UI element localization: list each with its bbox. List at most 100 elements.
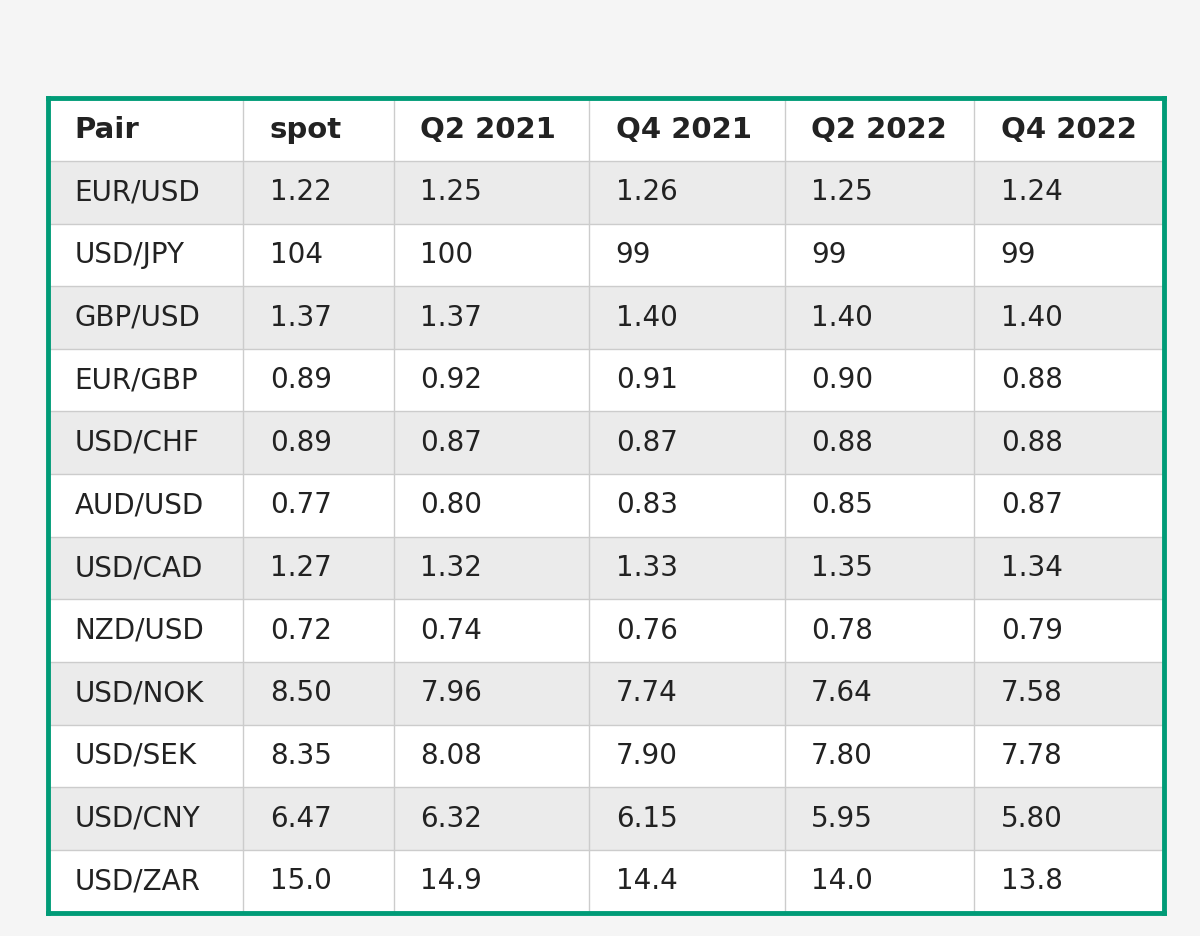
- Bar: [394, 662, 589, 724]
- Text: USD/SEK: USD/SEK: [74, 742, 197, 770]
- Text: 14.4: 14.4: [616, 868, 678, 895]
- Text: 7.96: 7.96: [420, 680, 482, 708]
- Bar: [785, 161, 974, 224]
- Text: USD/CAD: USD/CAD: [74, 554, 203, 582]
- Bar: [48, 161, 244, 224]
- Text: 1.25: 1.25: [420, 178, 482, 206]
- Bar: [974, 662, 1164, 724]
- Bar: [974, 161, 1164, 224]
- Bar: [589, 98, 785, 161]
- Bar: [394, 787, 589, 850]
- Text: 0.91: 0.91: [616, 366, 678, 394]
- Text: Q4 2022: Q4 2022: [1001, 116, 1136, 143]
- Bar: [974, 224, 1164, 286]
- Bar: [394, 850, 589, 913]
- Text: 6.32: 6.32: [420, 805, 482, 833]
- Bar: [244, 349, 394, 412]
- Bar: [244, 412, 394, 475]
- Text: EUR/GBP: EUR/GBP: [74, 366, 198, 394]
- Bar: [589, 412, 785, 475]
- Text: 1.40: 1.40: [811, 303, 872, 331]
- Bar: [589, 286, 785, 349]
- Bar: [785, 224, 974, 286]
- Bar: [974, 475, 1164, 536]
- Text: 1.32: 1.32: [420, 554, 482, 582]
- Text: 8.50: 8.50: [270, 680, 331, 708]
- Bar: [589, 662, 785, 724]
- Bar: [589, 850, 785, 913]
- Text: Q2 2021: Q2 2021: [420, 116, 557, 143]
- Text: 7.78: 7.78: [1001, 742, 1062, 770]
- Bar: [48, 850, 244, 913]
- Text: spot: spot: [270, 116, 342, 143]
- Text: 1.40: 1.40: [1001, 303, 1062, 331]
- Text: Q4 2021: Q4 2021: [616, 116, 751, 143]
- Text: 99: 99: [1001, 241, 1036, 269]
- Text: 7.58: 7.58: [1001, 680, 1062, 708]
- Bar: [394, 599, 589, 662]
- Bar: [48, 349, 244, 412]
- Text: 0.87: 0.87: [420, 429, 482, 457]
- Bar: [394, 536, 589, 599]
- Text: 7.64: 7.64: [811, 680, 872, 708]
- Text: 0.79: 0.79: [1001, 617, 1063, 645]
- Text: 1.26: 1.26: [616, 178, 678, 206]
- Bar: [394, 412, 589, 475]
- Bar: [48, 286, 244, 349]
- Bar: [244, 224, 394, 286]
- Text: 0.88: 0.88: [1001, 429, 1062, 457]
- Text: 0.77: 0.77: [270, 491, 331, 519]
- Text: 8.35: 8.35: [270, 742, 331, 770]
- Bar: [244, 286, 394, 349]
- Bar: [244, 850, 394, 913]
- Text: 0.92: 0.92: [420, 366, 482, 394]
- Bar: [785, 412, 974, 475]
- Text: 0.74: 0.74: [420, 617, 482, 645]
- Text: 0.72: 0.72: [270, 617, 331, 645]
- Text: USD/CHF: USD/CHF: [74, 429, 199, 457]
- Bar: [394, 98, 589, 161]
- Bar: [244, 536, 394, 599]
- Bar: [48, 475, 244, 536]
- Bar: [48, 662, 244, 724]
- Bar: [48, 724, 244, 787]
- Bar: [394, 161, 589, 224]
- Text: 0.90: 0.90: [811, 366, 874, 394]
- Text: 1.22: 1.22: [270, 178, 331, 206]
- Text: 13.8: 13.8: [1001, 868, 1062, 895]
- Bar: [589, 724, 785, 787]
- Bar: [48, 98, 244, 161]
- Bar: [589, 161, 785, 224]
- Text: 7.74: 7.74: [616, 680, 678, 708]
- Text: Q2 2022: Q2 2022: [811, 116, 947, 143]
- Bar: [589, 787, 785, 850]
- Bar: [48, 787, 244, 850]
- Bar: [974, 599, 1164, 662]
- Bar: [48, 536, 244, 599]
- Text: 7.90: 7.90: [616, 742, 678, 770]
- Bar: [785, 98, 974, 161]
- Text: 15.0: 15.0: [270, 868, 331, 895]
- Bar: [394, 349, 589, 412]
- Text: 100: 100: [420, 241, 474, 269]
- Text: NZD/USD: NZD/USD: [74, 617, 204, 645]
- Bar: [785, 286, 974, 349]
- Text: 104: 104: [270, 241, 323, 269]
- Bar: [974, 286, 1164, 349]
- Text: USD/JPY: USD/JPY: [74, 241, 185, 269]
- Text: 14.0: 14.0: [811, 868, 872, 895]
- Bar: [244, 787, 394, 850]
- Bar: [785, 787, 974, 850]
- Bar: [974, 349, 1164, 412]
- Bar: [394, 724, 589, 787]
- Text: 0.80: 0.80: [420, 491, 482, 519]
- Text: 5.95: 5.95: [811, 805, 872, 833]
- Text: 6.15: 6.15: [616, 805, 678, 833]
- Bar: [48, 224, 244, 286]
- Bar: [244, 475, 394, 536]
- Text: USD/NOK: USD/NOK: [74, 680, 204, 708]
- Bar: [589, 224, 785, 286]
- Bar: [785, 349, 974, 412]
- Bar: [785, 850, 974, 913]
- Text: 5.80: 5.80: [1001, 805, 1062, 833]
